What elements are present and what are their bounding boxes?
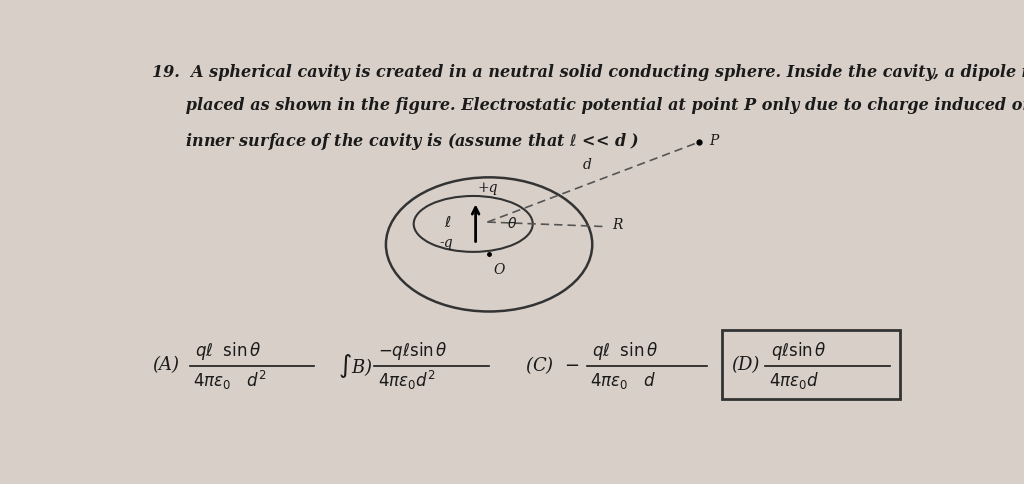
Text: 19.  A spherical cavity is created in a neutral solid conducting sphere. Inside : 19. A spherical cavity is created in a n… — [152, 64, 1024, 81]
Text: R: R — [612, 218, 623, 232]
Text: d: d — [583, 158, 591, 172]
Text: $q\ell\sin\theta$: $q\ell\sin\theta$ — [771, 340, 826, 362]
Text: $\ell$: $\ell$ — [444, 215, 452, 230]
Text: O: O — [494, 263, 505, 277]
Text: -q: -q — [440, 236, 454, 250]
Text: P: P — [709, 134, 718, 148]
Text: $4\pi\varepsilon_0$   $d^2$: $4\pi\varepsilon_0$ $d^2$ — [194, 369, 266, 392]
Text: (C)  $-$: (C) $-$ — [524, 355, 580, 377]
Text: $q\ell$  $\sin\theta$: $q\ell$ $\sin\theta$ — [196, 340, 262, 362]
Text: $-q\ell\sin\theta$: $-q\ell\sin\theta$ — [378, 340, 447, 362]
Text: $q\ell$  $\sin\theta$: $q\ell$ $\sin\theta$ — [592, 340, 658, 362]
Text: (A): (A) — [152, 357, 179, 375]
Text: $\theta$: $\theta$ — [507, 216, 517, 231]
Text: (D): (D) — [731, 357, 760, 375]
Text: $4\pi\varepsilon_0$   $d$: $4\pi\varepsilon_0$ $d$ — [590, 370, 655, 391]
Text: $4\pi\varepsilon_0 d^2$: $4\pi\varepsilon_0 d^2$ — [378, 369, 435, 392]
Text: +q: +q — [478, 181, 499, 195]
Text: placed as shown in the figure. Electrostatic potential at point P only due to ch: placed as shown in the figure. Electrost… — [152, 97, 1024, 114]
Text: inner surface of the cavity is (assume that $\ell$ << d ): inner surface of the cavity is (assume t… — [152, 131, 639, 152]
Text: $4\pi\varepsilon_0 d$: $4\pi\varepsilon_0 d$ — [769, 370, 819, 391]
Text: $\int$B): $\int$B) — [338, 351, 373, 379]
